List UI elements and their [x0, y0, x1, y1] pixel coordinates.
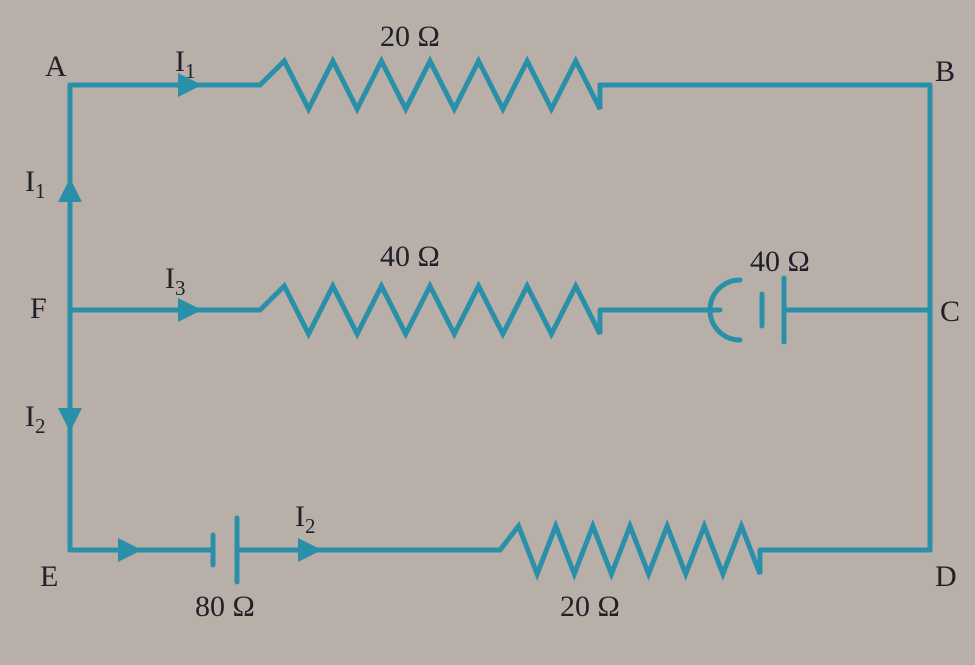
resistor-label-bot: 20 Ω: [560, 590, 620, 624]
node-label-D: D: [935, 560, 957, 594]
node-label-C: C: [940, 295, 960, 329]
circuit-canvas: [0, 0, 975, 660]
resistor-label-mid: 40 Ω: [380, 240, 440, 274]
current-label-I1-top: I1: [175, 45, 196, 84]
node-label-F: F: [30, 292, 47, 326]
current-label-I3: I3: [165, 262, 186, 301]
source-label-mid: 40 Ω: [750, 245, 810, 279]
node-label-A: A: [45, 50, 67, 84]
source-label-bot: 80 Ω: [195, 590, 255, 624]
current-label-I2-bot: I2: [295, 500, 316, 539]
node-label-B: B: [935, 55, 955, 89]
node-label-E: E: [40, 560, 58, 594]
resistor-label-top: 20 Ω: [380, 20, 440, 54]
circuit-svg: [0, 0, 975, 660]
current-label-I2-left: I2: [25, 400, 46, 439]
current-label-I1-left: I1: [25, 165, 46, 204]
